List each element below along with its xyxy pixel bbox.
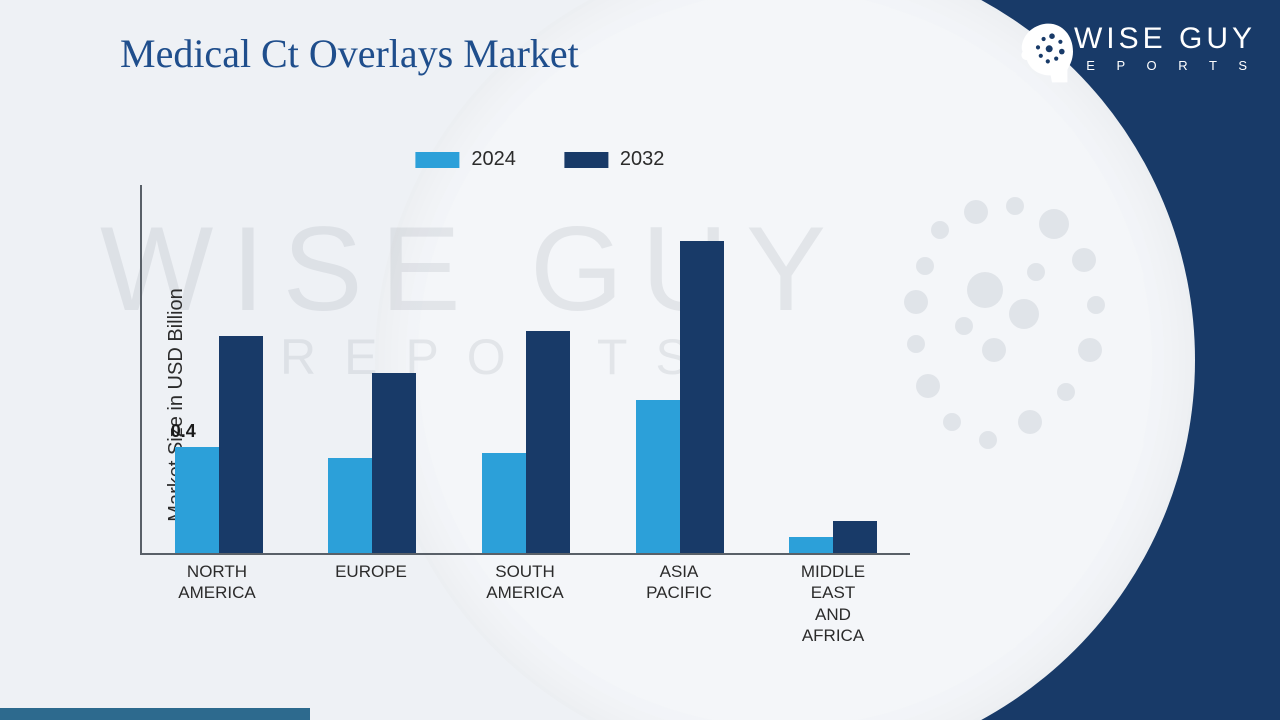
bar-group: 0.4 — [175, 336, 263, 553]
bar-group — [328, 373, 416, 553]
legend-label-2024: 2024 — [471, 148, 516, 171]
logo-line1: WISE GUY — [1055, 22, 1256, 56]
bar-2024 — [482, 453, 526, 553]
bar-2024: 0.4 — [175, 447, 219, 553]
bottom-accent-bar — [0, 708, 310, 720]
x-axis-label: EUROPE — [311, 561, 431, 646]
bar-group — [482, 331, 570, 553]
bar-groups: 0.4 — [142, 185, 910, 553]
x-axis-label: MIDDLE EAST AND AFRICA — [773, 561, 893, 646]
logo-head-icon — [1010, 18, 1080, 88]
market-chart: Market Size in USD Billion 2024 2032 0.4… — [100, 145, 930, 665]
x-axis-labels: NORTH AMERICA EUROPE SOUTH AMERICA ASIA PAC… — [140, 561, 910, 646]
brand-logo: WISE GUY R E P O R T S — [1055, 22, 1256, 73]
x-axis-label: ASIA PACIFIC — [619, 561, 739, 646]
bar-2024 — [789, 537, 833, 553]
page-title: Medical Ct Overlays Market — [120, 30, 579, 77]
bar-2024 — [328, 458, 372, 553]
legend-swatch-2024 — [415, 152, 459, 168]
legend-item-2032: 2032 — [564, 148, 665, 171]
bar-value-label: 0.4 — [171, 421, 196, 442]
legend-swatch-2032 — [564, 152, 608, 168]
bar-2032 — [833, 521, 877, 553]
x-axis-label: SOUTH AMERICA — [465, 561, 585, 646]
bar-group — [789, 521, 877, 553]
legend-item-2024: 2024 — [415, 148, 516, 171]
legend-label-2032: 2032 — [620, 148, 665, 171]
bar-2032 — [680, 241, 724, 553]
bar-2024 — [636, 400, 680, 553]
bar-group — [636, 241, 724, 553]
bar-2032 — [219, 336, 263, 553]
bar-2032 — [372, 373, 416, 553]
logo-line2: R E P O R T S — [1055, 58, 1256, 73]
chart-legend: 2024 2032 — [415, 148, 664, 171]
bar-2032 — [526, 331, 570, 553]
x-axis-label: NORTH AMERICA — [157, 561, 277, 646]
plot-area: 0.4 — [140, 185, 910, 555]
